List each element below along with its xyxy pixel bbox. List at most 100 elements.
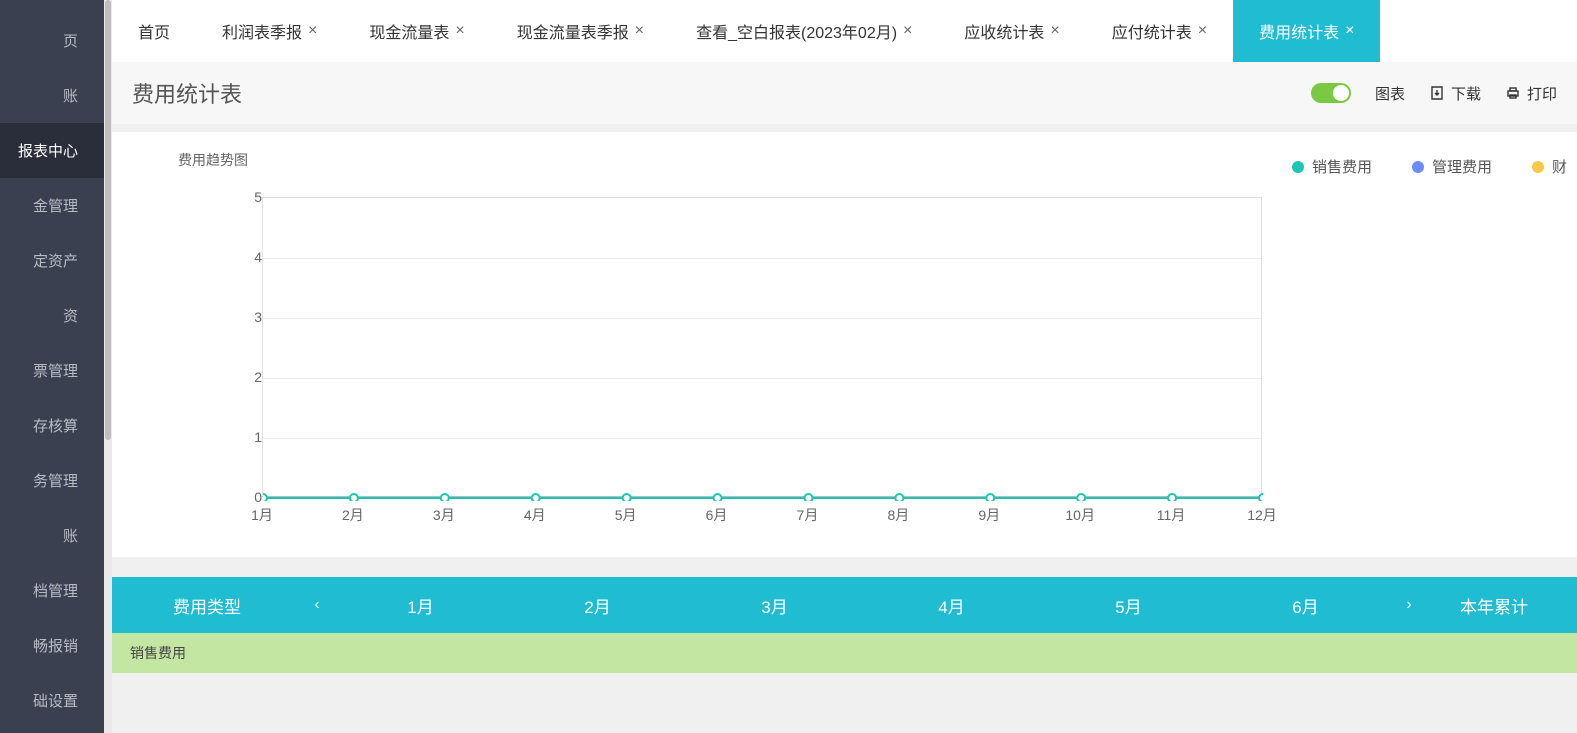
table-next-icon[interactable]: › bbox=[1394, 596, 1424, 614]
x-tick: 2月 bbox=[338, 505, 368, 525]
tab[interactable]: 应收统计表 × bbox=[938, 0, 1085, 62]
x-tick: 3月 bbox=[429, 505, 459, 525]
chart-area: 012345 1月2月3月4月5月6月7月8月9月10月11月12月 bbox=[262, 197, 1272, 527]
y-tick: 5 bbox=[254, 189, 262, 205]
tab[interactable]: 费用统计表 × bbox=[1233, 0, 1380, 62]
download-label: 下载 bbox=[1451, 83, 1481, 104]
x-tick: 4月 bbox=[520, 505, 550, 525]
download-icon bbox=[1429, 85, 1445, 101]
x-tick: 11月 bbox=[1156, 505, 1186, 525]
chart-legend: 销售费用 管理费用 财 bbox=[112, 156, 1577, 177]
th-month: 5月 bbox=[1040, 593, 1217, 618]
y-tick: 3 bbox=[254, 309, 262, 325]
tab-label: 现金流量表 bbox=[369, 19, 449, 43]
legend-label: 销售费用 bbox=[1312, 156, 1372, 177]
legend-dot bbox=[1532, 161, 1544, 173]
legend-item[interactable]: 财 bbox=[1532, 156, 1567, 177]
header-actions: 图表 下载 打印 bbox=[1311, 83, 1557, 104]
x-tick: 1月 bbox=[247, 505, 277, 525]
legend-label: 管理费用 bbox=[1432, 156, 1492, 177]
close-icon[interactable]: × bbox=[1198, 22, 1207, 40]
legend-dot bbox=[1292, 161, 1304, 173]
x-tick: 8月 bbox=[883, 505, 913, 525]
download-button[interactable]: 下载 bbox=[1429, 83, 1481, 104]
tab-label: 首页 bbox=[138, 19, 170, 43]
print-icon bbox=[1505, 85, 1521, 101]
scrollbar-thumb[interactable] bbox=[105, 0, 111, 440]
tab[interactable]: 现金流量表季报 × bbox=[491, 0, 670, 62]
tab-bar: 首页 利润表季报 × 现金流量表 × 现金流量表季报 × 查看_空白报表(2023年02月) ×… bbox=[112, 0, 1577, 62]
chart-card: 费用趋势图 销售费用管理费用财 012345 1月2月3月4月5月6月7月8月9… bbox=[112, 132, 1577, 557]
x-tick: 5月 bbox=[611, 505, 641, 525]
y-tick: 0 bbox=[254, 489, 262, 505]
th-month: 4月 bbox=[863, 593, 1040, 618]
chart-toggle-label: 图表 bbox=[1375, 83, 1405, 104]
page-header: 费用统计表 图表 下载 打印 bbox=[112, 62, 1577, 124]
tab-label: 应收统计表 bbox=[964, 19, 1044, 43]
sidebar-scrollbar[interactable] bbox=[104, 0, 112, 733]
tab-label: 应付统计表 bbox=[1112, 19, 1192, 43]
page-title: 费用统计表 bbox=[132, 77, 1311, 109]
table-row[interactable]: 销售费用 bbox=[112, 633, 1577, 673]
sidebar-item[interactable]: 存核算 bbox=[0, 398, 104, 453]
table-header: 费用类型‹1月2月3月4月5月6月›本年累计 bbox=[112, 577, 1577, 633]
close-icon[interactable]: × bbox=[903, 22, 912, 40]
y-tick: 2 bbox=[254, 369, 262, 385]
tab-label: 查看_空白报表(2023年02月) bbox=[696, 19, 897, 43]
x-tick: 7月 bbox=[792, 505, 822, 525]
sidebar-item[interactable]: 账 bbox=[0, 508, 104, 563]
chart-plot bbox=[262, 197, 1262, 497]
th-type: 费用类型 bbox=[112, 593, 302, 618]
y-tick: 4 bbox=[254, 249, 262, 265]
th-total: 本年累计 bbox=[1424, 593, 1564, 618]
table-body: 销售费用 bbox=[112, 633, 1577, 673]
tab[interactable]: 查看_空白报表(2023年02月) × bbox=[670, 0, 938, 62]
legend-item[interactable]: 管理费用 bbox=[1412, 156, 1492, 177]
tab[interactable]: 利润表季报 × bbox=[196, 0, 343, 62]
close-icon[interactable]: × bbox=[635, 22, 644, 40]
close-icon[interactable]: × bbox=[455, 22, 464, 40]
tab[interactable]: 应付统计表 × bbox=[1086, 0, 1233, 62]
tab-label: 利润表季报 bbox=[222, 19, 302, 43]
close-icon[interactable]: × bbox=[1345, 22, 1354, 40]
table-prev-icon[interactable]: ‹ bbox=[302, 596, 332, 614]
sidebar-item[interactable]: 定资产 bbox=[0, 233, 104, 288]
line-chart-svg bbox=[263, 195, 1263, 501]
sidebar-item[interactable]: 础设置 bbox=[0, 673, 104, 728]
td-type: 销售费用 bbox=[112, 643, 302, 663]
sidebar-item[interactable]: 金管理 bbox=[0, 178, 104, 233]
tab[interactable]: 现金流量表 × bbox=[343, 0, 490, 62]
th-month: 1月 bbox=[332, 593, 509, 618]
sidebar-item[interactable]: 务管理 bbox=[0, 453, 104, 508]
x-tick: 9月 bbox=[974, 505, 1004, 525]
chart-toggle[interactable] bbox=[1311, 83, 1351, 103]
close-icon[interactable]: × bbox=[308, 22, 317, 40]
print-button[interactable]: 打印 bbox=[1505, 83, 1557, 104]
main-area: 首页 利润表季报 × 现金流量表 × 现金流量表季报 × 查看_空白报表(2023年02月) ×… bbox=[112, 0, 1577, 733]
sidebar-item[interactable]: 票管理 bbox=[0, 343, 104, 398]
sidebar: 页账报表中心金管理定资产资票管理存核算务管理账档管理畅报销础设置 bbox=[0, 0, 104, 733]
y-tick: 1 bbox=[254, 429, 262, 445]
th-month: 6月 bbox=[1217, 593, 1394, 618]
close-icon[interactable]: × bbox=[1050, 22, 1059, 40]
y-axis: 012345 bbox=[242, 197, 262, 497]
x-tick: 10月 bbox=[1065, 505, 1095, 525]
sidebar-item[interactable]: 账 bbox=[0, 68, 104, 123]
x-tick: 12月 bbox=[1247, 505, 1277, 525]
legend-item[interactable]: 销售费用 bbox=[1292, 156, 1372, 177]
th-month: 2月 bbox=[509, 593, 686, 618]
sidebar-item[interactable]: 页 bbox=[0, 13, 104, 68]
x-tick: 6月 bbox=[702, 505, 732, 525]
expense-table: 费用类型‹1月2月3月4月5月6月›本年累计 销售费用 bbox=[112, 577, 1577, 673]
print-label: 打印 bbox=[1527, 83, 1557, 104]
sidebar-item[interactable]: 畅报销 bbox=[0, 618, 104, 673]
tab[interactable]: 首页 bbox=[112, 0, 196, 62]
tab-label: 费用统计表 bbox=[1259, 19, 1339, 43]
sidebar-item[interactable]: 资 bbox=[0, 288, 104, 343]
legend-label: 财 bbox=[1552, 156, 1567, 177]
sidebar-item[interactable]: 报表中心 bbox=[0, 123, 104, 178]
sidebar-item[interactable]: 档管理 bbox=[0, 563, 104, 618]
legend-dot bbox=[1412, 161, 1424, 173]
th-month: 3月 bbox=[686, 593, 863, 618]
tab-label: 现金流量表季报 bbox=[517, 19, 629, 43]
